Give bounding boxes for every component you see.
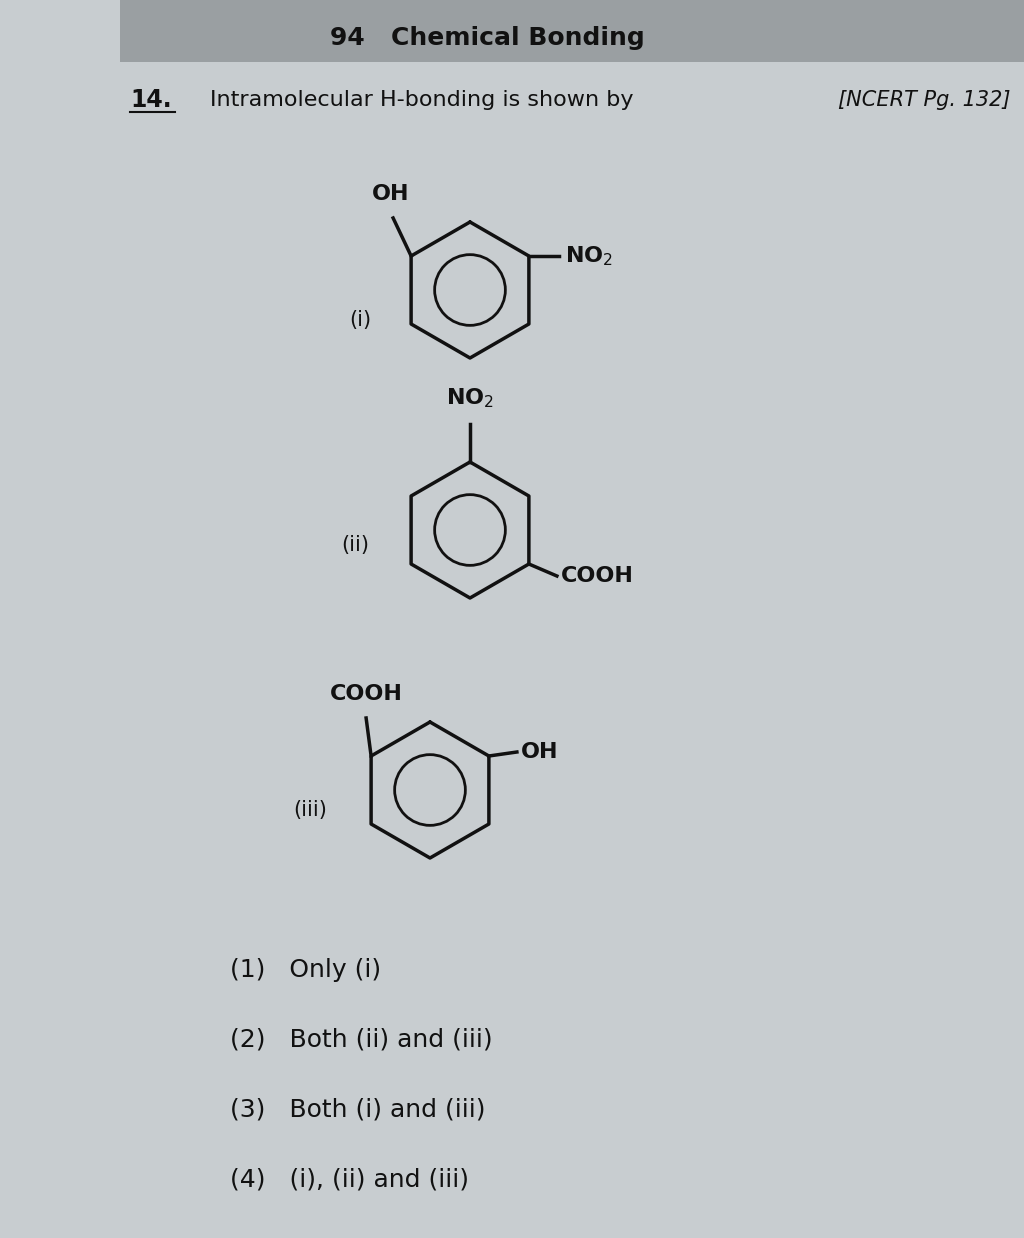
Text: (4)   (i), (ii) and (iii): (4) (i), (ii) and (iii) [230, 1167, 469, 1192]
Text: OH: OH [373, 184, 410, 204]
Text: (i): (i) [349, 310, 371, 331]
Text: [NCERT Pg. 132]: [NCERT Pg. 132] [838, 90, 1010, 110]
Text: COOH: COOH [561, 566, 634, 586]
Text: (ii): (ii) [341, 535, 369, 555]
Text: NO$_2$: NO$_2$ [446, 386, 494, 410]
Text: (iii): (iii) [293, 800, 327, 820]
Text: (3)   Both (i) and (iii): (3) Both (i) and (iii) [230, 1098, 485, 1122]
Text: Intramolecular H-bonding is shown by: Intramolecular H-bonding is shown by [210, 90, 634, 110]
Text: 94   Chemical Bonding: 94 Chemical Bonding [330, 26, 645, 50]
Text: OH: OH [521, 742, 558, 763]
FancyBboxPatch shape [120, 0, 1024, 62]
Text: (1)   Only (i): (1) Only (i) [230, 958, 381, 982]
Text: 14.: 14. [130, 88, 172, 111]
Text: NO$_2$: NO$_2$ [565, 244, 613, 267]
Text: COOH: COOH [330, 685, 402, 704]
Text: (2)   Both (ii) and (iii): (2) Both (ii) and (iii) [230, 1028, 493, 1052]
